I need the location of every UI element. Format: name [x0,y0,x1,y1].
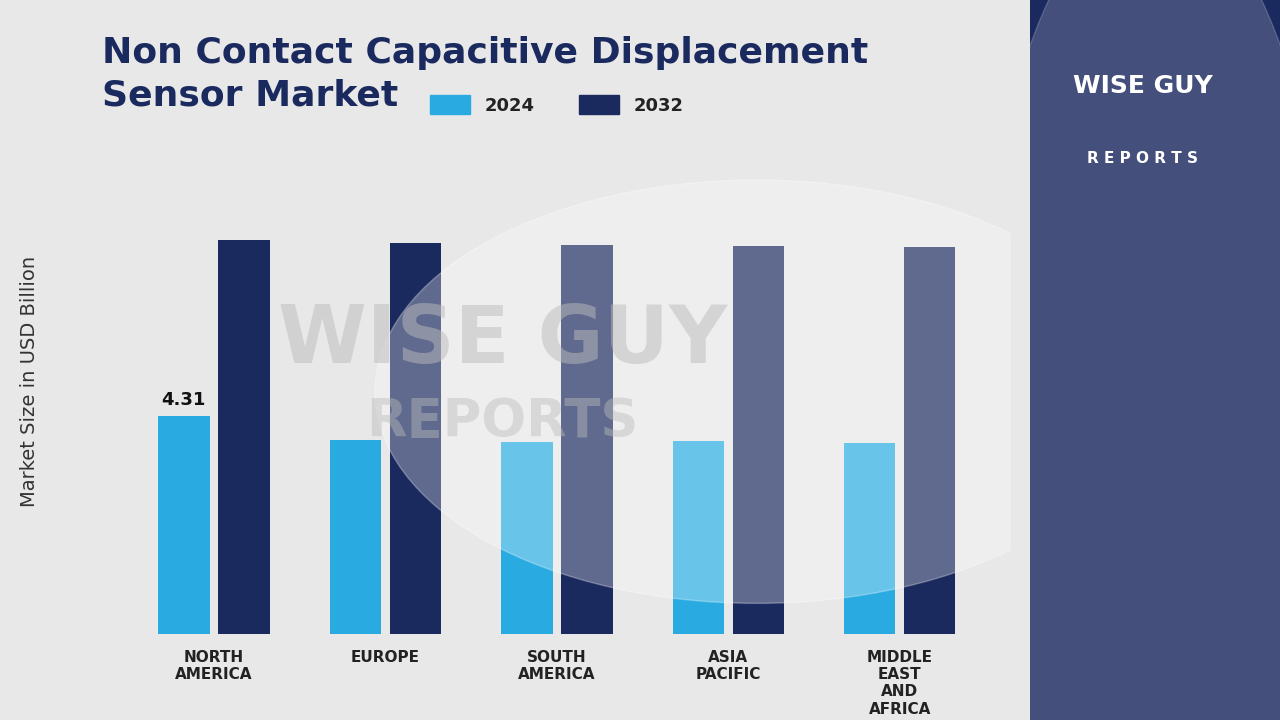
Bar [330,439,381,634]
Text: R E P O R T S: R E P O R T S [1087,151,1198,166]
Circle shape [975,0,1280,720]
Bar [500,442,553,634]
Text: WISE GUY: WISE GUY [278,302,727,380]
Bar [672,441,724,634]
Circle shape [375,180,1138,603]
Text: REPORTS: REPORTS [366,396,639,448]
Bar [159,416,210,634]
Bar [844,443,896,634]
Y-axis label: Market Size in USD Billion: Market Size in USD Billion [19,256,38,507]
Bar [561,245,613,634]
Bar [218,240,270,634]
Text: WISE GUY: WISE GUY [1073,74,1212,99]
Bar [904,246,955,634]
Text: 4.31: 4.31 [161,391,206,409]
Bar [732,246,783,634]
Text: Non Contact Capacitive Displacement
Sensor Market: Non Contact Capacitive Displacement Sens… [102,36,869,112]
Legend: 2024, 2032: 2024, 2032 [422,89,691,122]
Bar [389,243,442,634]
